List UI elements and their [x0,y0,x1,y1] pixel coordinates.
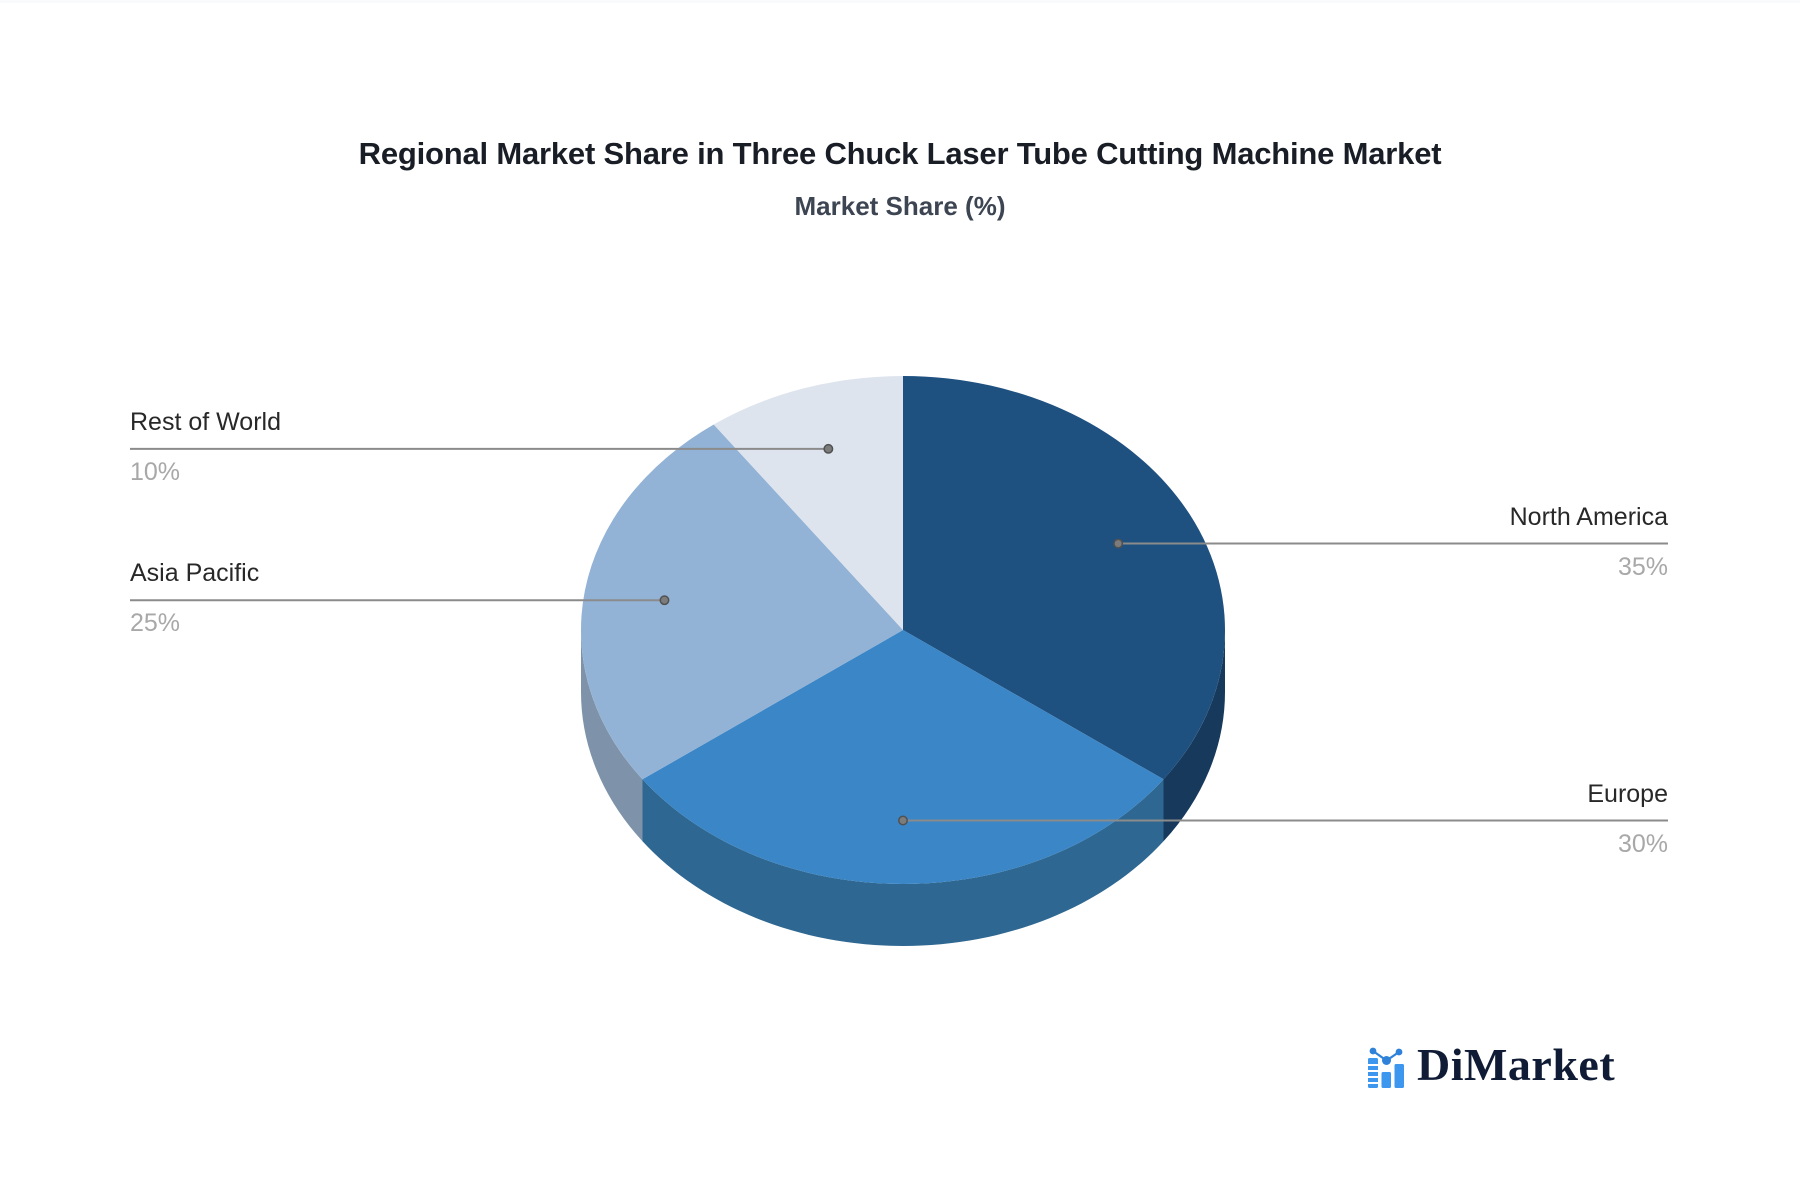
slice-value-north-america: 35% [1617,552,1668,581]
logo-bar-tick [1368,1076,1378,1078]
slice-value-asia-pacific: 25% [130,609,181,638]
logo-bar-3 [1394,1064,1404,1088]
dimarket-logo: DiMarket [1366,1042,1615,1088]
logo-bar-2 [1381,1072,1391,1088]
slice-label-europe: Europe [1587,779,1668,808]
logo-dot-1 [1369,1047,1377,1055]
slice-value-rest-of-world: 10% [130,457,181,486]
pie-slice-asia-pacific [581,424,903,780]
pie-slice-side-europe [642,779,1164,946]
chart-title: Regional Market Share in Three Chuck Las… [358,136,1442,171]
leader-dot-asia-pacific [659,595,670,606]
leader-dot-rest-of-world [823,443,834,454]
logo-bar-tick [1368,1064,1378,1066]
slice-label-rest-of-world: Rest of World [130,407,281,436]
chart-subtitle: Market Share (%) [794,191,1006,221]
bar-line-chart-icon [1368,1047,1404,1088]
slice-label-asia-pacific: Asia Pacific [130,559,260,588]
logo-bar-tick [1368,1082,1378,1084]
top-edge [0,0,1800,3]
pie-slice-north-america [903,376,1225,780]
logo-text: DiMarket [1417,1039,1616,1090]
leader-dot-north-america [1113,538,1124,549]
pie-slice-side-asia-pacific [581,630,643,842]
logo-dot-3 [1395,1048,1403,1056]
logo-bar-tick [1368,1070,1378,1072]
leader-dot-europe [898,815,908,826]
slice-label-north-america: North America [1509,502,1668,531]
logo-dot-2 [1382,1056,1391,1065]
pie-slice-rest-of-world [713,376,903,630]
slice-value-europe: 30% [1617,829,1668,858]
pie-slice-side-north-america [1163,630,1225,842]
